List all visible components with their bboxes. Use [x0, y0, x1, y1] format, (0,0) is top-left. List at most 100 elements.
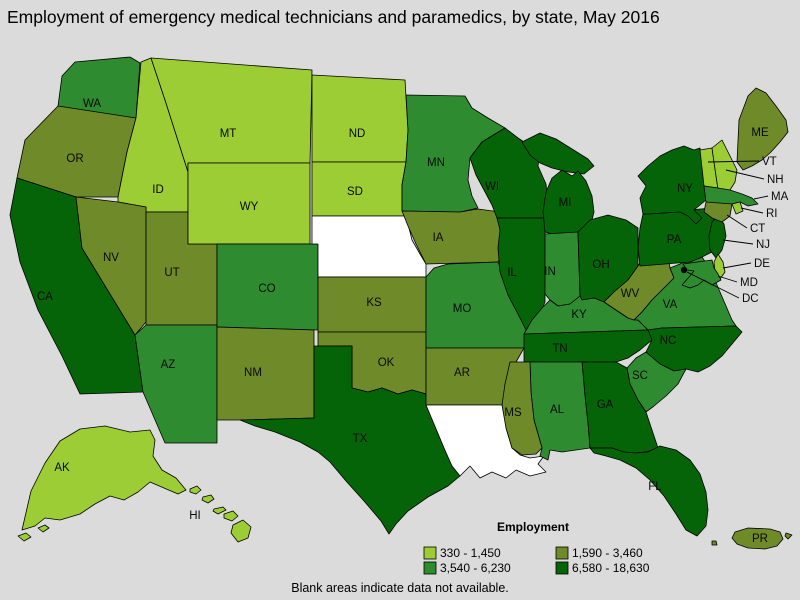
- chart-title: Employment of emergency medical technici…: [7, 7, 660, 27]
- state-label-md: MD: [740, 277, 758, 289]
- state-label-ri: RI: [766, 208, 778, 220]
- state-ak-island-1: [17, 532, 32, 542]
- state-nc: [645, 325, 743, 373]
- state-label-de: DE: [754, 258, 770, 270]
- state-label-ms: MS: [504, 407, 522, 419]
- legend-swatch-bin2: [555, 546, 569, 560]
- state-label-pa: PA: [667, 234, 682, 246]
- legend-label-bin4: 6,580 - 18,630: [572, 561, 650, 575]
- callout-line-md: [717, 275, 738, 283]
- state-label-nh: NH: [767, 174, 784, 186]
- state-ak-island-2: [37, 524, 50, 533]
- state-label-oh: OH: [592, 259, 609, 271]
- dc-marker-dot: [680, 266, 688, 274]
- state-label-ut: UT: [164, 267, 179, 279]
- state-me: [736, 87, 789, 171]
- legend-label-bin3: 3,540 - 6,230: [440, 561, 511, 575]
- callout-line-ma: [753, 195, 769, 200]
- state-label-il: IL: [507, 267, 517, 279]
- state-pr: [731, 527, 784, 550]
- state-fl: [589, 445, 709, 537]
- state-label-va: VA: [663, 299, 678, 311]
- state-label-ga: GA: [597, 399, 614, 411]
- state-label-sd: SD: [347, 186, 363, 198]
- state-label-ma: MA: [771, 191, 789, 203]
- state-label-fl: FL: [648, 481, 662, 493]
- state-ri: [731, 201, 744, 215]
- state-label-wa: WA: [83, 98, 101, 110]
- state-hi-island-4: [223, 510, 239, 522]
- legend-label-bin2: 1,590 - 3,460: [572, 546, 643, 560]
- callout-line-dc: [686, 271, 740, 299]
- state-label-in: IN: [544, 266, 556, 278]
- state-label-or: OR: [66, 153, 83, 165]
- state-label-ct: CT: [750, 223, 765, 235]
- state-label-dc: DC: [742, 293, 759, 305]
- legend-swatch-bin3: [423, 561, 437, 575]
- state-label-wv: WV: [621, 288, 640, 300]
- state-label-ks: KS: [366, 297, 382, 309]
- state-ak: [21, 425, 187, 531]
- callout-lines: [686, 160, 769, 299]
- state-label-id: ID: [152, 184, 164, 196]
- state-label-ok: OK: [378, 357, 395, 369]
- state-md: [681, 259, 722, 289]
- state-pr-island-2: [711, 540, 718, 546]
- state-label-nj: NJ: [756, 239, 770, 251]
- state-label-co: CO: [258, 283, 275, 295]
- state-label-mo: MO: [453, 303, 472, 315]
- state-mn: [401, 94, 506, 213]
- callout-line-ct: [726, 214, 748, 229]
- state-hi-island-2: [201, 494, 215, 504]
- state-label-wi: WI: [485, 181, 499, 193]
- state-label-vt: VT: [762, 156, 777, 168]
- state-label-ca: CA: [37, 291, 53, 303]
- state-label-mi: MI: [559, 197, 572, 209]
- state-label-ar: AR: [454, 367, 470, 379]
- state-label-nv: NV: [103, 252, 119, 264]
- state-nm: [216, 326, 315, 421]
- state-label-tn: TN: [552, 343, 567, 355]
- state-hi-island-3: [212, 506, 227, 515]
- state-label-al: AL: [550, 404, 565, 416]
- state-hi-island-5: [230, 519, 252, 543]
- state-label-pr: PR: [752, 533, 768, 545]
- state-label-ak: AK: [54, 462, 70, 474]
- state-pr-island-1: [784, 532, 793, 540]
- state-label-ky: KY: [571, 309, 587, 321]
- state-label-nc: NC: [660, 335, 677, 347]
- legend-swatch-bin4: [555, 561, 569, 575]
- state-label-nd: ND: [349, 128, 366, 140]
- state-labels: WA OR CA ID NV UT AZ MT WY CO NM ND SD K…: [37, 98, 789, 545]
- state-hi-island-1: [189, 485, 202, 495]
- state-label-mn: MN: [427, 157, 445, 169]
- state-mi-upper: [521, 132, 595, 175]
- state-ms: [501, 361, 543, 456]
- callout-line-vt: [707, 160, 760, 163]
- state-label-hi: HI: [189, 510, 201, 522]
- callout-line-nh: [725, 169, 765, 180]
- legend: Employment 330 - 1,450 1,590 - 3,460 3,5…: [423, 520, 650, 575]
- state-label-tx: TX: [353, 433, 368, 445]
- state-label-az: AZ: [161, 359, 176, 371]
- state-label-sc: SC: [632, 370, 648, 382]
- state-label-nm: NM: [244, 367, 262, 379]
- callout-line-de: [722, 262, 752, 269]
- states-layer: [9, 56, 793, 550]
- state-nd: [311, 74, 409, 163]
- legend-swatch-bin1: [423, 546, 437, 560]
- legend-label-bin1: 330 - 1,450: [440, 546, 501, 560]
- state-label-me: ME: [751, 127, 769, 139]
- legend-title: Employment: [497, 520, 569, 534]
- callout-line-nj: [722, 239, 754, 245]
- state-label-ny: NY: [677, 183, 693, 195]
- state-label-mt: MT: [220, 128, 237, 140]
- state-nh: [711, 139, 738, 191]
- state-label-ia: IA: [433, 232, 444, 244]
- no-data-footnote: Blank areas indicate data not available.: [291, 581, 509, 595]
- callout-line-ri: [740, 207, 764, 214]
- state-ct: [703, 201, 733, 223]
- state-label-wy: WY: [240, 201, 259, 213]
